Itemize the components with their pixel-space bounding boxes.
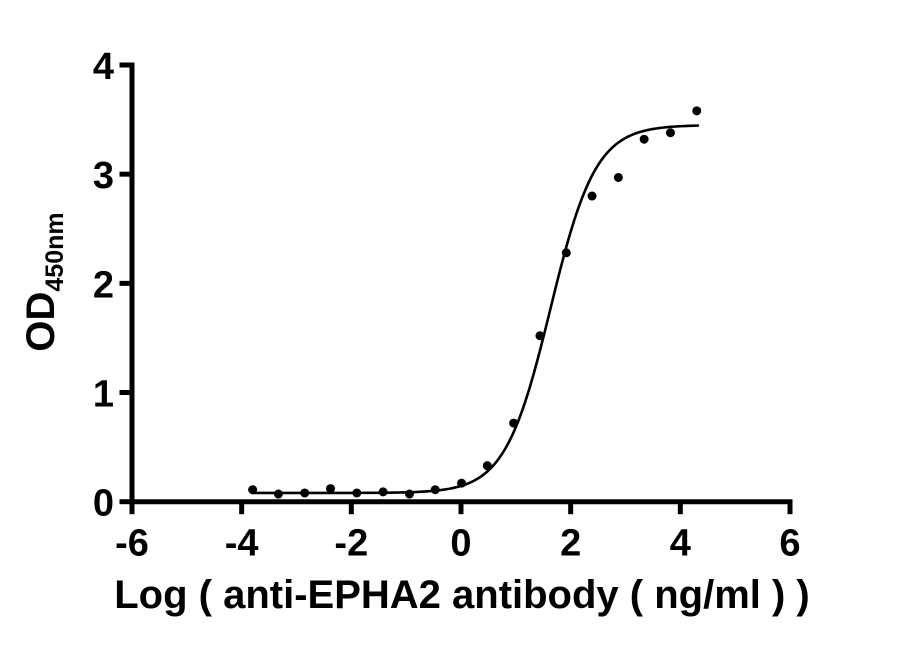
y-tick-label: 1	[93, 374, 114, 416]
data-point	[430, 485, 440, 495]
x-tick-label: -2	[334, 523, 368, 565]
data-point	[561, 248, 571, 258]
data-point	[587, 191, 597, 201]
x-tick-label: -6	[115, 523, 149, 565]
x-tick-label: 2	[560, 523, 581, 565]
data-point	[248, 485, 258, 495]
data-point	[509, 418, 519, 428]
x-axis-title: Log ( anti-EPHA2 antibody ( ng/ml ) )	[114, 573, 810, 617]
data-point	[378, 487, 388, 497]
y-tick-label: 3	[93, 155, 114, 197]
y-axis-title: OD450nm	[19, 212, 69, 351]
x-tick-label: 4	[670, 523, 691, 565]
x-tick-label: 6	[779, 523, 800, 565]
data-point	[639, 134, 649, 144]
data-point	[326, 484, 335, 494]
data-point	[300, 488, 310, 498]
data-point	[404, 489, 414, 499]
fit-curve	[251, 124, 700, 495]
y-axis-title-main: OD	[19, 292, 63, 352]
data-point	[665, 128, 675, 138]
data-point	[273, 489, 283, 499]
data-point	[482, 461, 492, 471]
x-tick-label: -4	[225, 523, 259, 565]
data-point	[535, 331, 545, 341]
y-tick-label: 4	[93, 46, 114, 88]
x-tick-label: 0	[450, 523, 471, 565]
plot-area: 0 1 2 3 4 -6 -4 -2 0 2 4 6	[93, 46, 801, 565]
y-axis-title-subscript: 450nm	[41, 212, 69, 291]
y-tick-label: 0	[93, 483, 114, 525]
data-point	[457, 478, 467, 488]
y-tick-label: 2	[93, 264, 114, 306]
data-point	[613, 172, 623, 182]
data-point	[352, 488, 362, 498]
data-point	[692, 106, 702, 116]
